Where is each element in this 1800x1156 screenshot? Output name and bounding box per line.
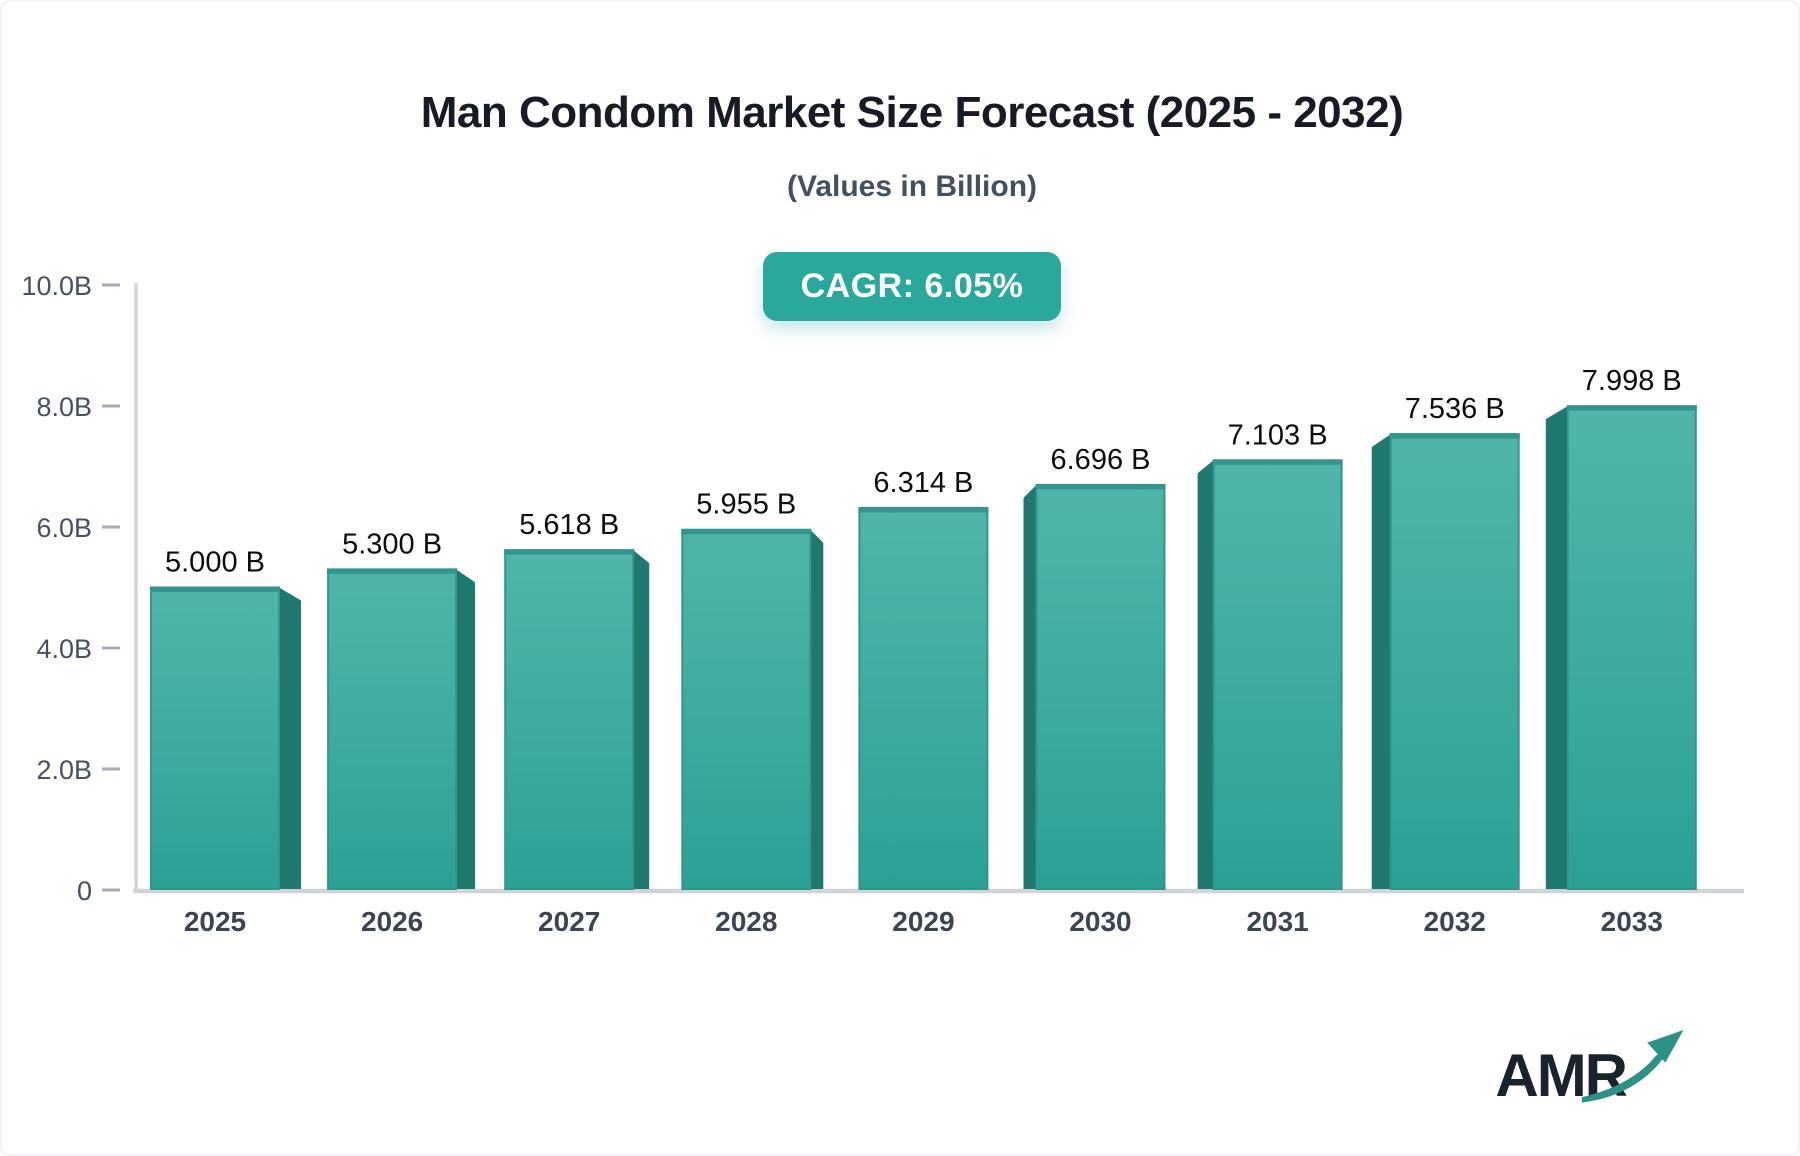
bar-2030: 6.696 B 2030 — [1023, 444, 1166, 937]
bar-value-label: 5.955 B — [696, 489, 796, 521]
bar-2025: 5.000 B 2025 — [150, 547, 301, 937]
bar-value-label: 6.696 B — [1051, 444, 1151, 476]
y-tick-label: 0 — [77, 876, 92, 906]
bar-front-face — [1035, 483, 1166, 890]
y-tick-label: 6.0B — [36, 513, 92, 543]
bar-value-label: 7.536 B — [1405, 393, 1505, 425]
bar-side-face — [1371, 434, 1391, 889]
cagr-badge: CAGR: 6.05% — [762, 252, 1062, 321]
bar-front-face — [1566, 405, 1697, 890]
bar-2027: 5.618 B 2027 — [504, 509, 650, 937]
chart-subtitle: (Values in Billion) — [786, 170, 1038, 203]
x-tick-label: 2028 — [715, 906, 777, 937]
x-tick-label: 2032 — [1424, 906, 1486, 937]
bar-front-face — [681, 528, 812, 890]
x-tick-label: 2026 — [361, 906, 423, 937]
bar-side-face — [1023, 484, 1037, 889]
x-tick-label: 2025 — [184, 906, 246, 937]
cagr-badge-row: CAGR: 6.05% — [22, 252, 1798, 321]
bar-2031: 7.103 B 2031 — [1197, 419, 1343, 937]
bar-front-face — [150, 586, 280, 890]
bar-side-face — [279, 587, 301, 889]
bar-value-label: 5.618 B — [519, 509, 619, 541]
bar-side-face — [1545, 406, 1568, 889]
bar-2033: 7.998 B 2033 — [1545, 365, 1697, 937]
amr-logo: AMR — [1495, 1028, 1698, 1106]
x-tick-label: 2029 — [892, 906, 954, 937]
x-tick-label: 2027 — [538, 906, 600, 937]
bar-2026: 5.300 B 2026 — [327, 528, 476, 937]
bar-value-label: 5.000 B — [165, 547, 265, 579]
chart-title: Man Condom Market Size Forecast (2025 - … — [420, 88, 1404, 137]
bar-value-label: 6.314 B — [873, 467, 973, 499]
bar-front-face — [327, 568, 458, 890]
bar-2028: 5.955 B 2028 — [681, 489, 824, 937]
y-tick-label: 10.0B — [21, 271, 92, 301]
y-tick-label: 8.0B — [36, 392, 92, 422]
bar-value-label: 7.998 B — [1582, 365, 1682, 397]
x-tick-label: 2033 — [1601, 906, 1663, 937]
x-tick-label: 2030 — [1069, 906, 1131, 937]
bar-side-face — [633, 550, 650, 889]
y-tick-label: 4.0B — [36, 634, 92, 664]
bar-front-face — [1212, 459, 1343, 890]
bar-side-face — [456, 569, 476, 889]
bar-side-face — [1197, 460, 1214, 889]
bar-value-label: 5.300 B — [342, 528, 442, 560]
growth-arrow-icon — [1581, 1029, 1684, 1103]
bar-value-label: 7.103 B — [1228, 419, 1328, 451]
bar-2029: 6.314 B 2029 — [858, 467, 989, 937]
y-tick-label: 2.0B — [36, 755, 92, 785]
x-tick-label: 2031 — [1246, 906, 1308, 937]
bar-front-face — [504, 549, 635, 891]
bar-front-face — [1389, 433, 1520, 890]
bar-side-face — [810, 529, 824, 889]
bar-front-face — [858, 507, 989, 890]
bar-2032: 7.536 B 2032 — [1371, 393, 1520, 937]
